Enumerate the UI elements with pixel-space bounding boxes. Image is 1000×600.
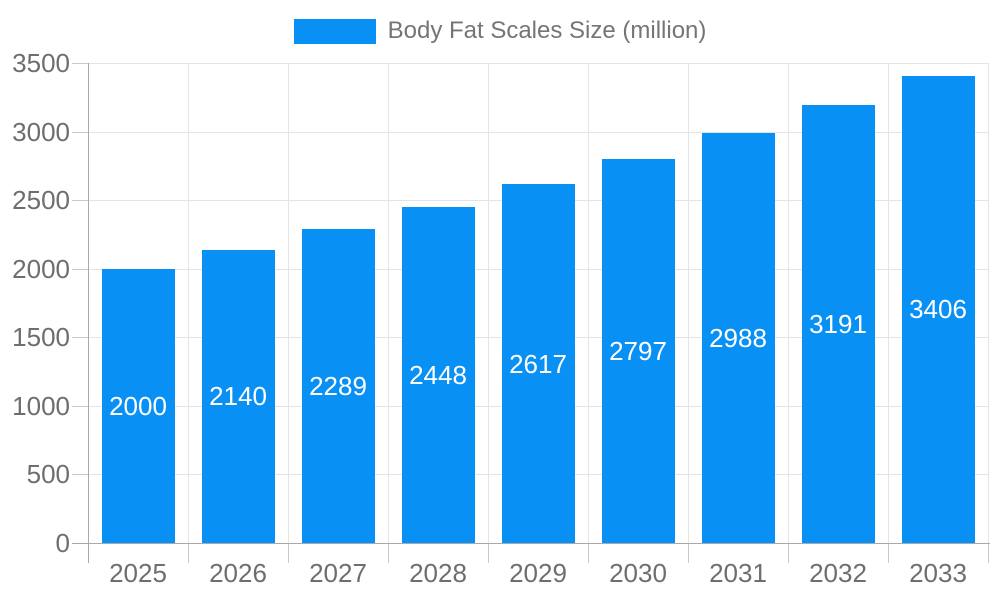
bar-2028[interactable]: 2448 <box>401 207 475 543</box>
x-axis-label: 2027 <box>309 558 367 588</box>
bar-value-label: 2448 <box>409 360 467 391</box>
y-axis-line <box>88 63 89 563</box>
y-axis-tick <box>72 131 88 133</box>
gridline-vertical <box>388 63 389 543</box>
bar-value-label: 2000 <box>109 390 167 421</box>
x-axis-label: 2030 <box>609 558 667 588</box>
x-axis-line <box>72 543 990 544</box>
y-axis-label: 2500 <box>12 185 70 216</box>
x-axis-tick <box>288 543 289 563</box>
bar-value-label: 2140 <box>209 381 267 412</box>
x-axis-tick <box>688 543 689 563</box>
y-axis-tick <box>72 268 88 270</box>
bar-2030[interactable]: 2797 <box>601 159 675 543</box>
x-axis-label: 2029 <box>509 558 567 588</box>
gridline-vertical <box>588 63 589 543</box>
x-axis-label: 2032 <box>809 558 867 588</box>
y-axis-label: 1000 <box>12 390 70 421</box>
y-axis-tick <box>72 63 88 64</box>
x-axis-tick <box>988 543 989 563</box>
gridline-vertical <box>488 63 489 543</box>
gridline-vertical <box>688 63 689 543</box>
x-axis-label: 2026 <box>209 558 267 588</box>
y-axis-tick <box>72 337 88 339</box>
bar-2033[interactable]: 3406 <box>901 75 975 543</box>
x-axis-label: 2033 <box>909 558 967 588</box>
x-axis-tick <box>788 543 789 563</box>
bar-value-label: 2617 <box>509 348 567 379</box>
gridline-vertical <box>888 63 889 543</box>
gridline-horizontal <box>88 131 988 133</box>
y-axis-label: 3000 <box>12 116 70 147</box>
y-axis-tick <box>72 405 88 407</box>
x-axis-tick <box>488 543 489 563</box>
bar-2025[interactable]: 2000 <box>101 268 175 543</box>
gridline-vertical <box>288 63 289 543</box>
x-axis-tick <box>188 543 189 563</box>
gridline-horizontal <box>88 63 988 64</box>
bar-2027[interactable]: 2289 <box>301 229 375 543</box>
y-axis-label: 2000 <box>12 253 70 284</box>
x-axis-label: 2031 <box>709 558 767 588</box>
y-axis-label: 0 <box>55 528 70 558</box>
y-axis-tick <box>72 200 88 202</box>
bar-value-label: 2797 <box>609 336 667 367</box>
x-axis-tick <box>888 543 889 563</box>
legend-swatch-icon <box>293 18 376 44</box>
bar-2031[interactable]: 2988 <box>701 133 775 543</box>
gridline-vertical <box>988 63 989 543</box>
gridline-vertical <box>188 63 189 543</box>
x-axis-tick <box>588 543 589 563</box>
legend-label: Body Fat Scales Size (million) <box>387 17 707 44</box>
bar-2032[interactable]: 3191 <box>801 105 875 543</box>
x-axis-label: 2028 <box>409 558 467 588</box>
bar-value-label: 2988 <box>709 323 767 354</box>
x-axis-label: 2025 <box>109 558 167 588</box>
bar-2026[interactable]: 2140 <box>201 249 275 543</box>
legend[interactable]: Body Fat Scales Size (million) <box>0 17 1000 45</box>
y-axis-label: 500 <box>26 459 70 490</box>
bar-value-label: 2289 <box>309 371 367 402</box>
y-axis-label: 3500 <box>12 48 70 78</box>
gridline-vertical <box>788 63 789 543</box>
y-axis-label: 1500 <box>12 322 70 353</box>
y-axis-tick <box>72 474 88 476</box>
bar-value-label: 3191 <box>809 309 867 340</box>
bar-2029[interactable]: 2617 <box>501 184 575 543</box>
x-axis-tick <box>388 543 389 563</box>
bar-value-label: 3406 <box>909 294 967 325</box>
